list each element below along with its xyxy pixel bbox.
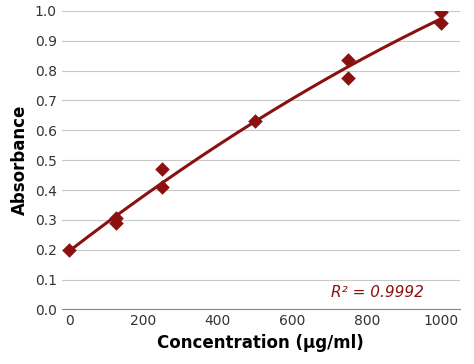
Point [344, 57, 352, 63]
Point [251, 118, 259, 124]
X-axis label: Concentration (μg/ml): Concentration (μg/ml) [157, 334, 364, 352]
Point [112, 215, 119, 221]
Point [438, 9, 445, 15]
Text: R² = 0.9992: R² = 0.9992 [331, 285, 424, 300]
Point [158, 184, 166, 190]
Y-axis label: Absorbance: Absorbance [11, 105, 29, 215]
Point [112, 220, 119, 226]
Point [158, 166, 166, 172]
Point [438, 20, 445, 26]
Point [344, 75, 352, 81]
Point [65, 247, 73, 253]
